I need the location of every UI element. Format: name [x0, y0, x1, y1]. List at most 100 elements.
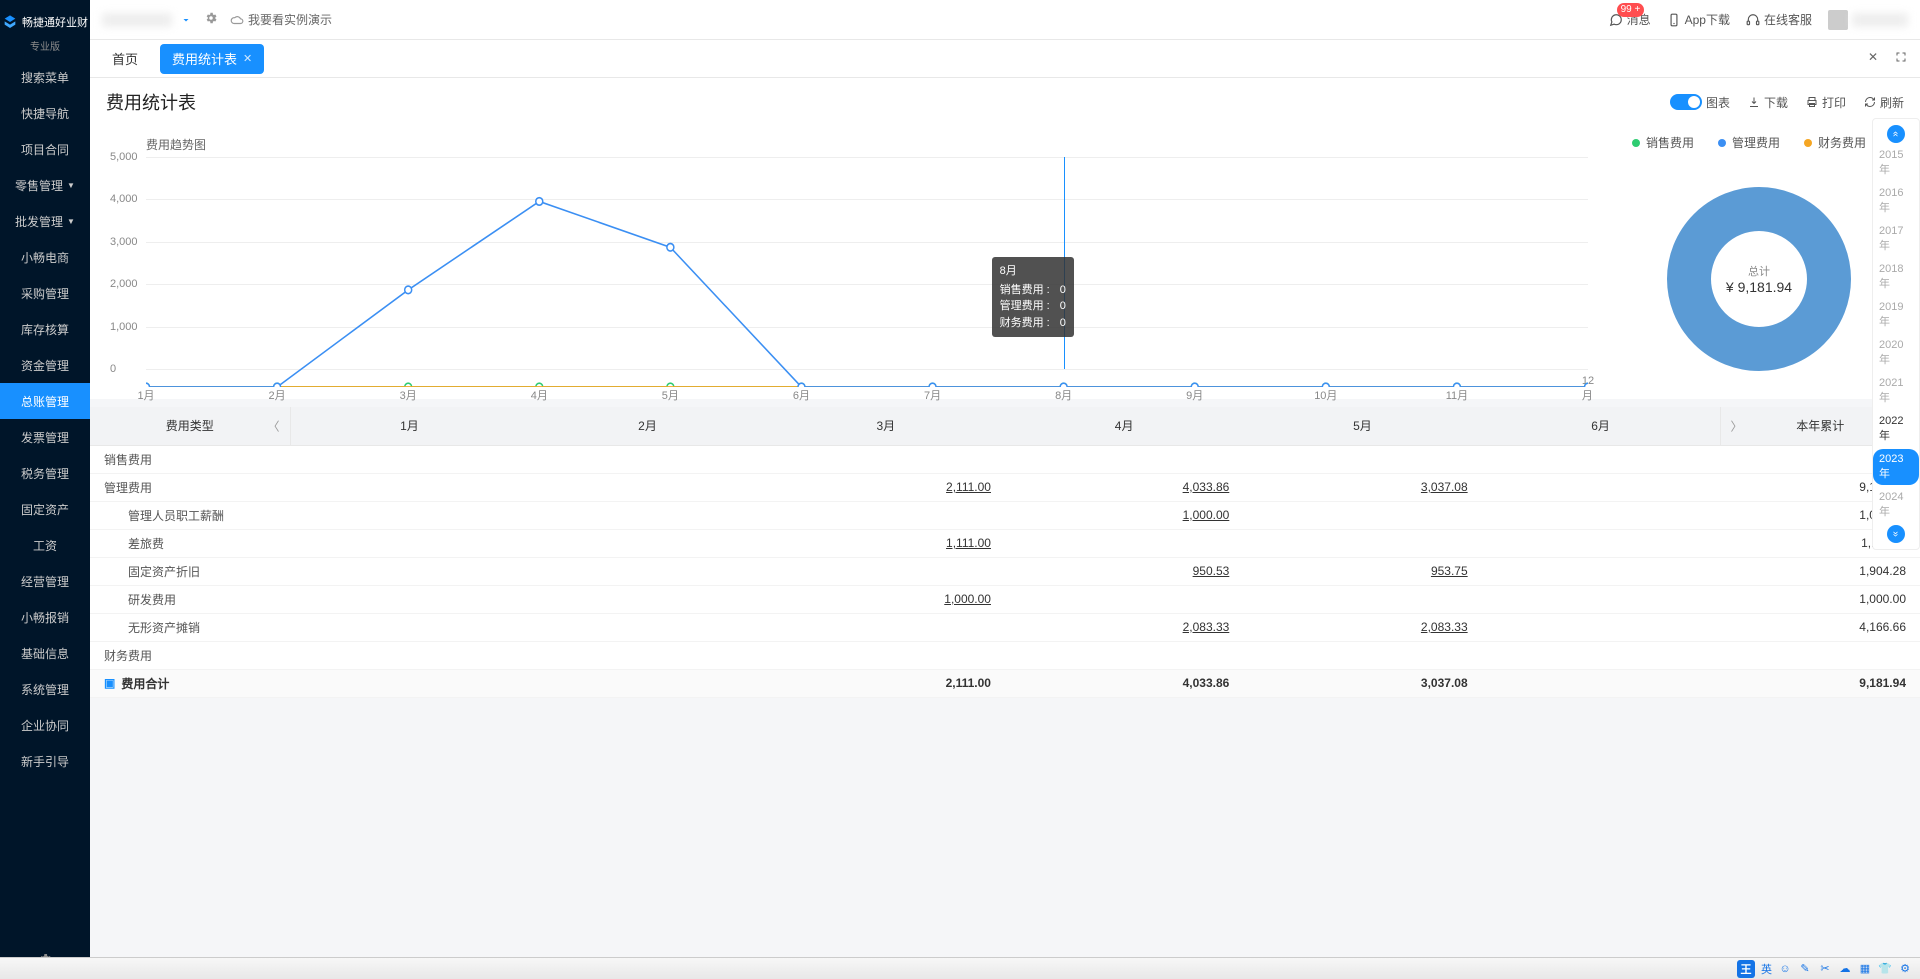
- tabs-bar: 首页 费用统计表 ✕ ✕: [90, 40, 1920, 78]
- year-rail: « 2015年2016年2017年2018年2019年2020年2021年2022…: [1872, 118, 1920, 550]
- tb-edit-icon[interactable]: ✎: [1798, 962, 1812, 976]
- sidebar-item[interactable]: 新手引导: [0, 743, 90, 779]
- tb-shirt-icon[interactable]: 👕: [1878, 962, 1892, 976]
- print-button[interactable]: 打印: [1806, 94, 1846, 111]
- sidebar-item[interactable]: 基础信息: [0, 635, 90, 671]
- legend-label: 销售费用: [1646, 134, 1694, 151]
- legend-item[interactable]: 管理费用: [1718, 134, 1780, 151]
- table-row: 无形资产摊销2,083.332,083.334,166.66: [90, 613, 1920, 641]
- th-type-label: 费用类型: [166, 419, 214, 433]
- sidebar-item[interactable]: 固定资产: [0, 491, 90, 527]
- os-taskbar: 王 英 ☺ ✎ ✂ ☁ ▦ 👕 ⚙: [0, 957, 1920, 979]
- tb-gear-icon[interactable]: ⚙: [1898, 962, 1912, 976]
- tb-scissors-icon[interactable]: ✂: [1818, 962, 1832, 976]
- legend-item[interactable]: 财务费用: [1804, 134, 1866, 151]
- cell-value: [528, 473, 766, 501]
- year-item[interactable]: 2016年: [1873, 183, 1919, 219]
- year-item[interactable]: 2022年: [1873, 411, 1919, 447]
- sidebar-item-label: 总账管理: [21, 393, 69, 410]
- customer-service-button[interactable]: 在线客服: [1746, 11, 1812, 28]
- cell-value[interactable]: 953.75: [1243, 557, 1481, 585]
- tab-expense-report[interactable]: 费用统计表 ✕: [160, 44, 264, 74]
- sidebar-item[interactable]: 零售管理▼: [0, 167, 90, 203]
- year-up[interactable]: «: [1887, 125, 1905, 143]
- year-item[interactable]: 2018年: [1873, 259, 1919, 295]
- sidebar-item[interactable]: 系统管理: [0, 671, 90, 707]
- x-axis-label: 5月: [662, 387, 679, 403]
- row-label: 固定资产折旧: [90, 557, 290, 585]
- sidebar-item[interactable]: 经营管理: [0, 563, 90, 599]
- cell-value[interactable]: 1,000.00: [767, 585, 1005, 613]
- download-button[interactable]: 下载: [1748, 94, 1788, 111]
- chart-toggle[interactable]: 图表: [1670, 94, 1730, 111]
- cell-value[interactable]: 2,083.33: [1005, 613, 1243, 641]
- sidebar-item[interactable]: 小畅报销: [0, 599, 90, 635]
- sidebar-item[interactable]: 项目合同: [0, 131, 90, 167]
- y-axis-label: 5,000: [110, 151, 138, 163]
- year-item[interactable]: 2017年: [1873, 221, 1919, 257]
- tabs-fullscreen[interactable]: [1890, 46, 1912, 68]
- messages-button[interactable]: 99 + 消息: [1609, 11, 1651, 28]
- sidebar-item[interactable]: 税务管理: [0, 455, 90, 491]
- sidebar-item[interactable]: 工资: [0, 527, 90, 563]
- sidebar-item[interactable]: 小畅电商: [0, 239, 90, 275]
- year-item[interactable]: 2021年: [1873, 373, 1919, 409]
- cell-value[interactable]: 2,083.33: [1243, 613, 1481, 641]
- table-row: 固定资产折旧950.53953.751,904.28: [90, 557, 1920, 585]
- sidebar-item[interactable]: 资金管理: [0, 347, 90, 383]
- cell-value[interactable]: 3,037.08: [1243, 473, 1481, 501]
- refresh-button[interactable]: 刷新: [1864, 94, 1904, 111]
- year-item[interactable]: 2015年: [1873, 145, 1919, 181]
- year-item[interactable]: 2020年: [1873, 335, 1919, 371]
- total-cell: 4,033.86: [1005, 669, 1243, 698]
- sidebar-item[interactable]: 发票管理: [0, 419, 90, 455]
- sidebar-item[interactable]: 总账管理: [0, 383, 90, 419]
- sidebar-item-label: 新手引导: [21, 753, 69, 770]
- sidebar-item[interactable]: 采购管理: [0, 275, 90, 311]
- app-download-button[interactable]: App下载: [1667, 11, 1730, 28]
- sidebar-item-label: 经营管理: [21, 573, 69, 590]
- ime-badge[interactable]: 王: [1737, 960, 1755, 978]
- chart-toggle-label: 图表: [1706, 94, 1730, 111]
- sidebar-item[interactable]: 企业协同: [0, 707, 90, 743]
- demo-link[interactable]: 我要看实例演示: [230, 11, 332, 28]
- legend-item[interactable]: 销售费用: [1632, 134, 1694, 151]
- tabs-close-all[interactable]: ✕: [1862, 46, 1884, 68]
- user-menu[interactable]: [1828, 10, 1908, 30]
- year-down[interactable]: »: [1887, 525, 1905, 543]
- toggle-switch[interactable]: [1670, 94, 1702, 110]
- sidebar-item[interactable]: 批发管理▼: [0, 203, 90, 239]
- sidebar-item[interactable]: 库存核算: [0, 311, 90, 347]
- cell-value: [767, 445, 1005, 473]
- table-next[interactable]: 〉: [1731, 417, 1743, 434]
- org-selector[interactable]: [102, 13, 192, 27]
- tb-cloud-icon[interactable]: ☁: [1838, 962, 1852, 976]
- settings-top-icon[interactable]: [204, 11, 218, 28]
- x-axis-label: 10月: [1314, 387, 1337, 403]
- line-chart[interactable]: 01,0002,0003,0004,0005,0001月2月3月4月5月6月7月…: [146, 157, 1588, 387]
- donut-center-label: 总计: [1748, 263, 1770, 279]
- tb-grid-icon[interactable]: ▦: [1858, 962, 1872, 976]
- table-prev[interactable]: 〈: [267, 417, 279, 434]
- ime-lang[interactable]: 英: [1761, 961, 1772, 977]
- tab-close-icon[interactable]: ✕: [243, 52, 252, 65]
- sidebar-item-label: 基础信息: [21, 645, 69, 662]
- cell-value[interactable]: 4,033.86: [1005, 473, 1243, 501]
- cell-value: [1482, 641, 1720, 669]
- sidebar-item[interactable]: 搜索菜单: [0, 59, 90, 95]
- year-item[interactable]: 2024年: [1873, 487, 1919, 523]
- tb-smile-icon[interactable]: ☺: [1778, 962, 1792, 976]
- tab-home[interactable]: 首页: [100, 44, 150, 74]
- cell-value[interactable]: 2,111.00: [767, 473, 1005, 501]
- cell-value: [528, 445, 766, 473]
- sidebar: 畅捷通好业财 专业版 搜索菜单快捷导航项目合同零售管理▼批发管理▼小畅电商采购管…: [0, 0, 90, 979]
- donut-chart[interactable]: 总计 ¥ 9,181.94: [1659, 179, 1859, 379]
- cell-value[interactable]: 1,111.00: [767, 529, 1005, 557]
- cell-value[interactable]: 950.53: [1005, 557, 1243, 585]
- sidebar-item-label: 系统管理: [21, 681, 69, 698]
- year-item[interactable]: 2019年: [1873, 297, 1919, 333]
- sidebar-item-label: 批发管理: [15, 213, 63, 230]
- year-item[interactable]: 2023年: [1873, 449, 1919, 485]
- sidebar-item[interactable]: 快捷导航: [0, 95, 90, 131]
- cell-value[interactable]: 1,000.00: [1005, 501, 1243, 529]
